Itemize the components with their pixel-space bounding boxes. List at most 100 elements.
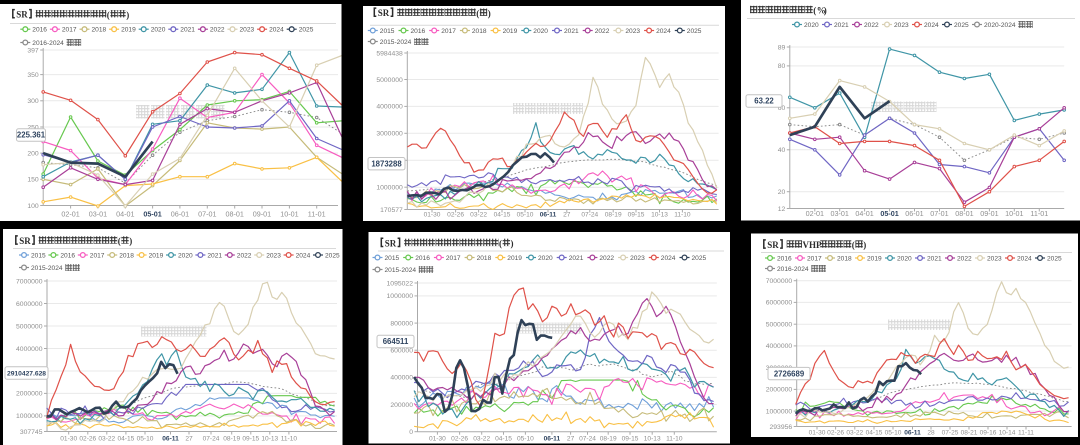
- svg-text:06-11: 06-11: [540, 212, 557, 219]
- svg-text:397: 397: [27, 47, 39, 54]
- svg-text:2024: 2024: [1017, 256, 1032, 263]
- svg-text:07-24: 07-24: [579, 436, 596, 443]
- svg-text:80: 80: [778, 63, 786, 70]
- svg-text:09-15: 09-15: [628, 212, 645, 219]
- svg-text:100: 100: [27, 203, 39, 210]
- svg-text:5000000: 5000000: [766, 322, 793, 329]
- svg-text:): ): [824, 6, 827, 16]
- svg-text:2017: 2017: [90, 253, 105, 260]
- svg-text:10-13: 10-13: [644, 436, 661, 443]
- svg-text:06-01: 06-01: [905, 209, 923, 218]
- svg-text:2024: 2024: [269, 27, 284, 34]
- svg-text:200: 200: [27, 150, 39, 157]
- svg-text:04-01: 04-01: [855, 209, 873, 218]
- svg-text:SR: SR: [767, 240, 779, 250]
- svg-text:03-22: 03-22: [846, 430, 863, 437]
- svg-text:10-01: 10-01: [280, 210, 298, 219]
- svg-text:03-22: 03-22: [473, 436, 490, 443]
- svg-text:10-01: 10-01: [1005, 209, 1023, 218]
- svg-text:1000000: 1000000: [376, 185, 403, 192]
- svg-text:08-19: 08-19: [605, 212, 622, 219]
- svg-text:): ): [511, 239, 514, 249]
- svg-text:7000000: 7000000: [766, 278, 793, 285]
- svg-text:SR: SR: [16, 10, 28, 20]
- svg-text:06-11: 06-11: [904, 430, 921, 437]
- svg-text:2019: 2019: [149, 253, 164, 260]
- svg-text:2023: 2023: [630, 255, 645, 262]
- svg-text:2024: 2024: [656, 28, 671, 35]
- svg-text:SR: SR: [378, 8, 390, 18]
- svg-text:11-01: 11-01: [308, 210, 326, 219]
- svg-text:5000000: 5000000: [16, 323, 43, 330]
- svg-text:63.22: 63.22: [754, 97, 774, 106]
- svg-text:10-13: 10-13: [261, 436, 278, 443]
- svg-text:04-01: 04-01: [116, 210, 134, 219]
- svg-text:1000000: 1000000: [387, 293, 414, 300]
- svg-text:11-10: 11-10: [666, 436, 683, 443]
- svg-text:2018: 2018: [477, 255, 492, 262]
- svg-text:2017: 2017: [807, 256, 822, 263]
- svg-text:2016: 2016: [777, 256, 792, 263]
- svg-text:07-25: 07-25: [942, 430, 959, 437]
- svg-text:2020: 2020: [538, 255, 553, 262]
- svg-text:2021: 2021: [180, 27, 195, 34]
- svg-text:11-10: 11-10: [674, 212, 691, 219]
- svg-text:02-01: 02-01: [61, 210, 79, 219]
- svg-text:05-10: 05-10: [517, 212, 534, 219]
- svg-text:05-10: 05-10: [517, 436, 534, 443]
- svg-text:2023: 2023: [987, 256, 1002, 263]
- svg-text:08-19: 08-19: [223, 436, 240, 443]
- svg-text:20: 20: [778, 189, 786, 196]
- svg-text:2025: 2025: [1047, 256, 1062, 263]
- svg-text:): ): [129, 236, 132, 246]
- svg-text:03-22: 03-22: [470, 212, 487, 219]
- svg-text:03-22: 03-22: [98, 436, 115, 443]
- svg-text:02-26: 02-26: [827, 430, 844, 437]
- svg-text:01-30: 01-30: [809, 430, 826, 437]
- svg-text:(: (: [852, 240, 855, 250]
- svg-text:2023: 2023: [266, 253, 281, 260]
- svg-text:2024: 2024: [661, 255, 676, 262]
- svg-text:05-01: 05-01: [143, 210, 161, 219]
- svg-text:07-01: 07-01: [930, 209, 948, 218]
- svg-text:04-15: 04-15: [866, 430, 883, 437]
- svg-text:2025: 2025: [325, 253, 340, 260]
- svg-text:(: (: [813, 6, 816, 16]
- svg-text:04-15: 04-15: [494, 212, 511, 219]
- svg-text:300: 300: [27, 98, 39, 105]
- svg-text:400000: 400000: [390, 375, 413, 382]
- svg-text:2022: 2022: [237, 253, 252, 260]
- svg-text:664511: 664511: [383, 337, 409, 346]
- svg-text:2022: 2022: [210, 27, 225, 34]
- svg-text:2018: 2018: [119, 253, 134, 260]
- svg-text:2022: 2022: [864, 22, 879, 29]
- svg-text:2000000: 2000000: [16, 391, 43, 398]
- svg-text:60: 60: [778, 105, 786, 112]
- svg-text:01-30: 01-30: [424, 212, 441, 219]
- svg-text:(: (: [107, 10, 110, 20]
- svg-text:10-14: 10-14: [999, 430, 1016, 437]
- svg-text:08-01: 08-01: [226, 210, 244, 219]
- svg-text:4000000: 4000000: [376, 104, 403, 111]
- svg-text:2021: 2021: [564, 28, 579, 35]
- svg-text:2017: 2017: [62, 27, 77, 34]
- svg-text:2016-2024: 2016-2024: [777, 266, 809, 273]
- svg-text:6000000: 6000000: [766, 300, 793, 307]
- svg-text:2021: 2021: [207, 253, 222, 260]
- svg-text:05-01: 05-01: [880, 209, 898, 218]
- svg-text:): ): [863, 240, 866, 250]
- svg-text:11-01: 11-01: [1030, 209, 1048, 218]
- svg-text:2020: 2020: [151, 27, 166, 34]
- svg-text:): ): [488, 8, 491, 18]
- svg-text:03-01: 03-01: [89, 210, 107, 219]
- svg-text:08-01: 08-01: [955, 209, 973, 218]
- svg-text:2021: 2021: [569, 255, 584, 262]
- svg-text:2021: 2021: [834, 22, 849, 29]
- svg-text:2020: 2020: [804, 22, 819, 29]
- svg-text:2019: 2019: [503, 28, 518, 35]
- svg-text:1095022: 1095022: [387, 280, 414, 287]
- svg-text:1000000: 1000000: [16, 413, 43, 420]
- svg-text:2016: 2016: [32, 27, 47, 34]
- svg-text:05-10: 05-10: [885, 430, 902, 437]
- svg-text:2000000: 2000000: [766, 387, 793, 394]
